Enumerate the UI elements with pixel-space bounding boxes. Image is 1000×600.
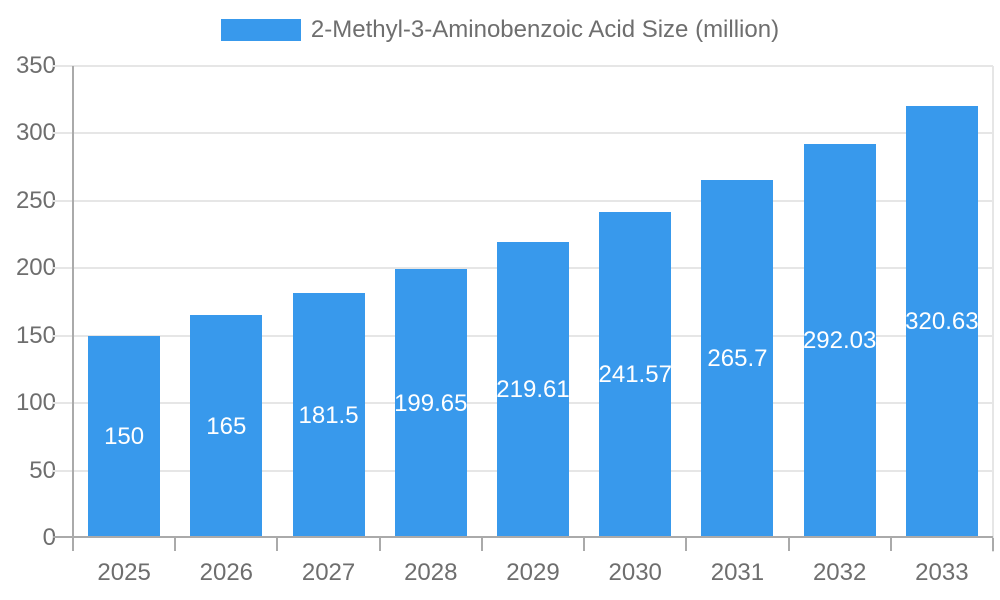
x-axis-tick-label: 2025 [97,559,151,586]
y-axis-tick-label: 350 [15,52,56,79]
gridline [53,199,993,202]
bar-value-label: 292.03 [802,327,877,354]
x-axis-labels: 2025 2026 2027 2028 2029 2030 2031 2032 2033 [73,556,993,590]
x-axis-boundary-tick [583,538,586,551]
bar-2032[interactable]: 292.03 [802,144,877,538]
plot-area: 150 165 181.5 199.65 219.61 241.57 265.7 292.03… [53,65,994,552]
bar-value-label: 219.61 [496,376,570,403]
y-axis-tick-label: 200 [15,254,56,282]
x-axis-boundary-tick [378,538,381,551]
bar-2031[interactable]: 265.7 [701,180,774,538]
bar-value-label: 181.5 [298,401,359,429]
gridline [53,65,993,67]
x-axis-boundary-tick [174,538,177,551]
x-axis-tick-label: 2033 [915,559,969,586]
x-axis-boundary-tick [889,538,892,551]
x-axis-boundary-tick [787,538,790,551]
x-axis-line [53,536,993,538]
bar-2026[interactable]: 165 [190,315,263,538]
x-axis-boundary-tick [72,538,74,551]
y-axis-line [72,66,74,538]
x-axis-boundary-tick [276,538,279,551]
x-axis-boundary-tick [992,538,994,551]
bar-2025[interactable]: 150 [88,336,161,538]
bar-value-label: 165 [206,412,247,440]
legend-label: 2-Methyl-3-Aminobenzoic Acid Size (milli… [310,16,780,43]
x-axis-tick-label: 2030 [608,559,662,586]
y-axis-tick-label: 300 [15,119,56,147]
bar-2030[interactable]: 241.57 [598,212,672,538]
bar-2027[interactable]: 181.5 [292,293,365,538]
bar-value-label: 150 [104,423,145,450]
y-axis-tick-label: 150 [15,321,56,349]
x-axis-boundary-tick [685,538,688,551]
x-axis-boundary-tick [480,538,483,551]
y-axis-tick-label: 100 [15,389,56,417]
x-axis-tick-label: 2029 [506,559,560,586]
bar-2028[interactable]: 199.65 [394,269,468,538]
bar-2033[interactable]: 320.63 [905,106,979,538]
gridline [53,132,993,135]
bar-value-label: 320.63 [905,308,979,335]
legend-swatch [220,19,301,41]
y-axis-tick-label: 250 [15,186,56,214]
bar-value-label: 199.65 [394,389,468,417]
bar-2029[interactable]: 219.61 [496,242,570,538]
bar-value-label: 265.7 [707,345,768,372]
y-axis-labels: 0 50 100 150 200 250 300 350 [0,52,56,551]
x-axis-tick-label: 2031 [710,559,765,586]
legend[interactable]: 2-Methyl-3-Aminobenzoic Acid Size (milli… [0,16,1000,44]
x-axis-tick-label: 2027 [301,559,356,586]
bar-value-label: 241.57 [598,361,672,388]
x-axis-tick-label: 2032 [812,559,867,586]
y-axis-tick-label: 0 [42,524,56,551]
x-axis-tick-label: 2028 [404,559,458,586]
plot-right-border [992,66,994,552]
x-axis-tick-label: 2026 [199,559,254,586]
y-axis-tick-label: 50 [29,456,56,484]
